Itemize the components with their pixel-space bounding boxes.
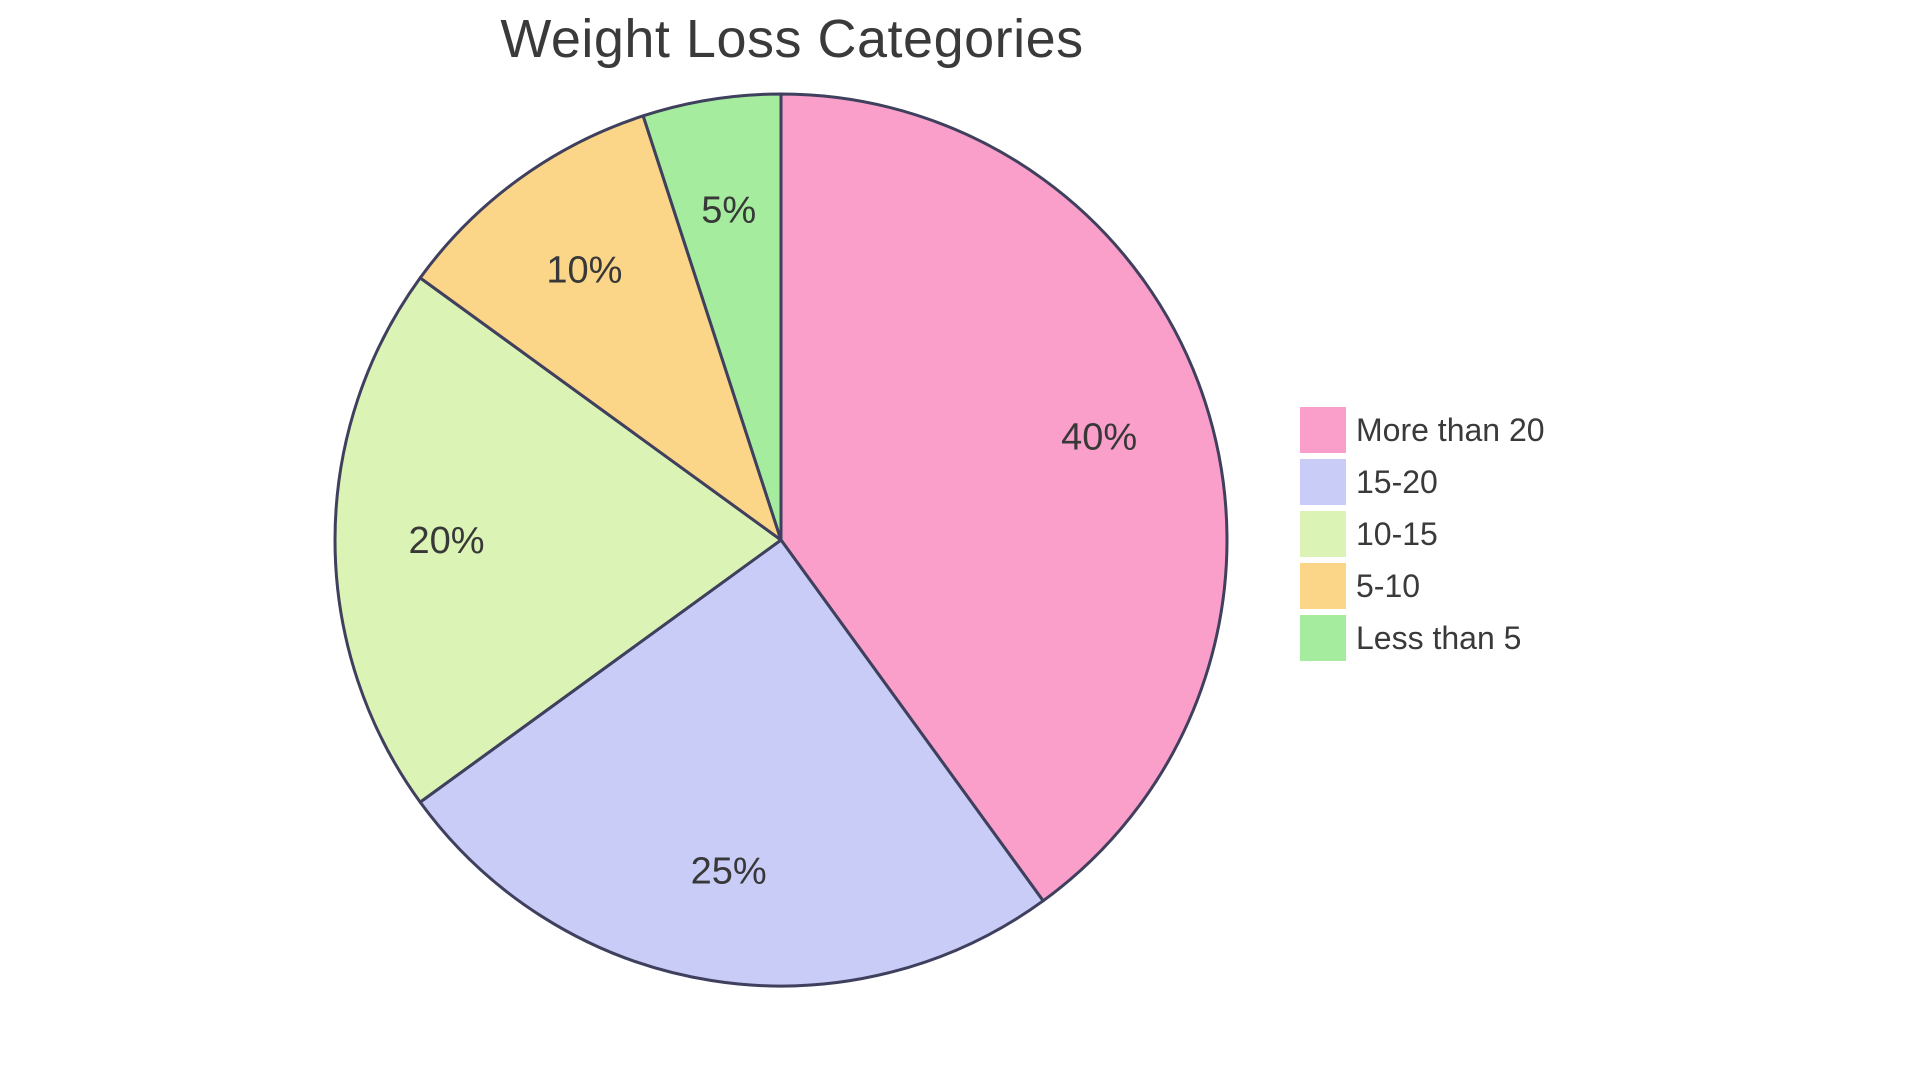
slice-percentage-label: 20%	[408, 520, 484, 562]
legend-swatch	[1300, 563, 1346, 609]
legend-item-15-20: 15-20	[1300, 459, 1545, 505]
slice-percentage-label: 40%	[1061, 417, 1137, 459]
pie-slice-15-20	[418, 538, 1045, 988]
slice-percentage-label: 10%	[546, 249, 622, 291]
legend-item-10-15: 10-15	[1300, 511, 1545, 557]
legend-swatch	[1300, 407, 1346, 453]
legend-label: More than 20	[1356, 411, 1545, 448]
chart-title: Weight Loss Categories	[500, 9, 1084, 69]
legend-swatch	[1300, 511, 1346, 557]
pie-slice-10-15	[333, 276, 783, 804]
pie-slice-more-than-20	[779, 92, 1229, 903]
legend-label: 10-15	[1356, 515, 1438, 552]
legend-item-less-than-5: Less than 5	[1300, 615, 1545, 661]
slice-percentage-label: 5%	[701, 190, 756, 232]
legend-label: 5-10	[1356, 567, 1421, 604]
legend: More than 20 15-20 10-15 5-10 Less than 5	[1300, 407, 1545, 661]
legend-item-more-than-20: More than 20	[1300, 407, 1545, 453]
legend-label: Less than 5	[1356, 619, 1522, 656]
legend-swatch	[1300, 459, 1346, 505]
legend-item-5-10: 5-10	[1300, 563, 1545, 609]
slice-percentage-label: 25%	[691, 850, 767, 892]
pie-slice-5-10	[418, 114, 783, 542]
pie-slice-less-than-5	[641, 92, 783, 542]
legend-label: 15-20	[1356, 463, 1438, 500]
legend-swatch	[1300, 615, 1346, 661]
